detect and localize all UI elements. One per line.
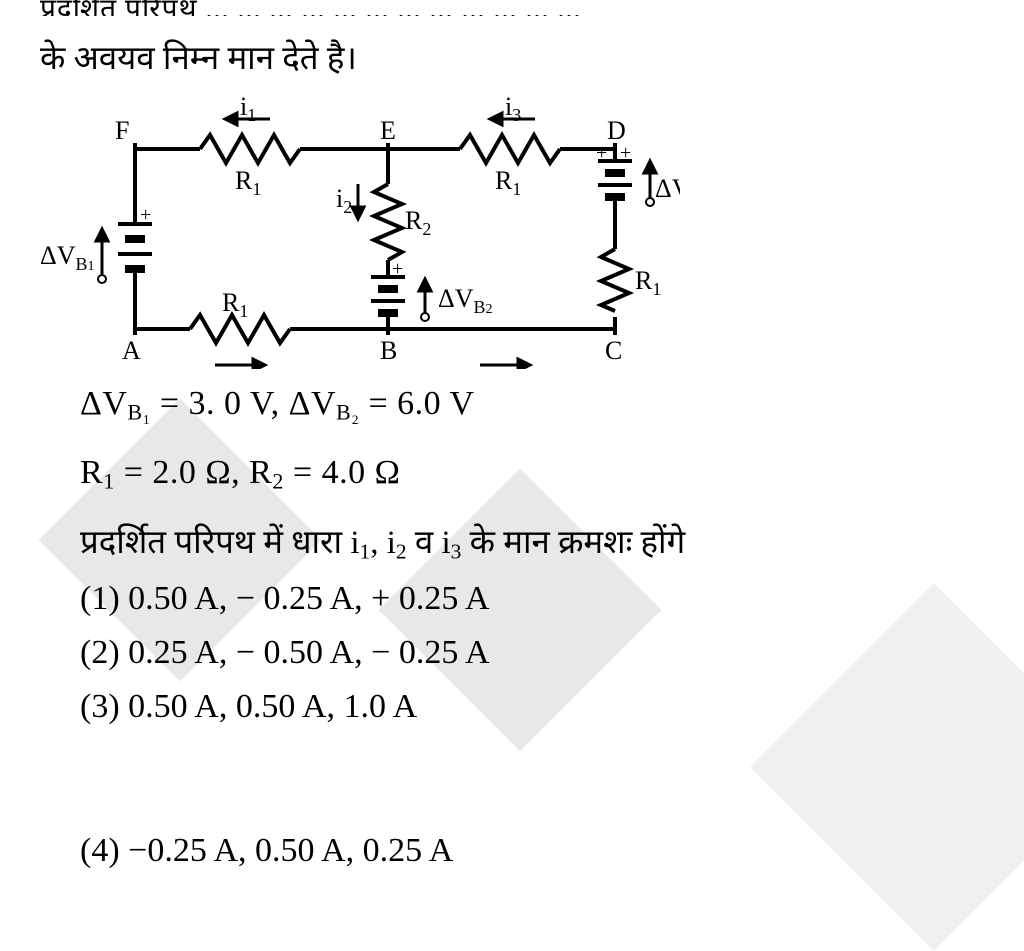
q-sub1: 1	[360, 539, 371, 563]
eq2-part-b: = 2.0 Ω, R	[115, 454, 273, 491]
option-1: (1) 0.50 A, − 0.25 A, + 0.25 A	[80, 580, 984, 618]
r1-top-right-label: R1	[495, 166, 521, 199]
svg-text:+: +	[392, 258, 403, 280]
eq2-part-a: R	[80, 454, 103, 491]
cutoff-top-line: प्रदर्शित परिपथ ... ... ... ... ... ... …	[40, 0, 984, 16]
svg-text:+: +	[596, 142, 607, 164]
option-4-cutoff: (4) −0.25 A, 0.50 A, 0.25 A	[80, 834, 453, 868]
q-part-d: के मान क्रमशः होंगे	[461, 525, 685, 561]
eq1-part-a: ΔV	[80, 385, 127, 422]
vb2-right-label: ΔVB2	[655, 174, 680, 207]
equation-line-1: ΔVB₁ = 3. 0 V, ΔVB₂ = 6.0 V	[80, 385, 984, 426]
eq2-sub2: 2	[272, 468, 284, 493]
r1-top-left-label: R1	[235, 166, 261, 199]
equation-line-2: R1 = 2.0 Ω, R2 = 4.0 Ω	[80, 454, 984, 495]
svg-text:+: +	[140, 204, 151, 226]
vb1-label: ΔVB1	[40, 241, 95, 274]
svg-text:+: +	[620, 142, 631, 164]
i2-label: i2	[336, 184, 352, 217]
node-b-label: B	[380, 336, 397, 365]
i1-top-label: i1	[240, 92, 256, 125]
node-f-label: F	[115, 116, 129, 145]
eq2-sub1: 1	[103, 468, 115, 493]
eq2-part-c: = 4.0 Ω	[284, 454, 400, 491]
q-part-c: व i	[407, 525, 451, 561]
q-sub2: 2	[396, 539, 407, 563]
node-d-label: D	[607, 116, 626, 145]
circuit-diagram: F E D A B C R1 R1 R2 R1 R1 i1 i3 i2 i1 i…	[40, 89, 680, 369]
q-part-b: , i	[370, 525, 396, 561]
r2-label: R2	[405, 206, 431, 239]
intro-text: के अवयव निम्न मान देते है।	[40, 34, 984, 79]
i3-top-label: i3	[505, 92, 521, 125]
option-3: (3) 0.50 A, 0.50 A, 1.0 A	[80, 688, 984, 726]
q-sub3: 3	[451, 539, 462, 563]
r1-right-label: R1	[635, 266, 661, 299]
node-e-label: E	[380, 116, 396, 145]
vb2-mid-label: ΔVB2	[438, 284, 493, 317]
node-c-label: C	[605, 336, 622, 365]
eq1-part-b: = 3. 0 V, ΔV	[151, 385, 336, 422]
node-a-label: A	[122, 336, 141, 365]
option-2: (2) 0.25 A, − 0.50 A, − 0.25 A	[80, 634, 984, 672]
r1-bot-label: R1	[222, 288, 248, 321]
page-content: प्रदर्शित परिपथ ... ... ... ... ... ... …	[0, 0, 1024, 726]
eq1-sub2: B₂	[336, 400, 359, 425]
eq1-part-c: = 6.0 V	[359, 385, 474, 422]
q-part-a: प्रदर्शित परिपथ में धारा i	[80, 525, 360, 561]
question-text: प्रदर्शित परिपथ में धारा i1, i2 व i3 के …	[80, 518, 984, 564]
eq1-sub1: B₁	[127, 400, 150, 425]
